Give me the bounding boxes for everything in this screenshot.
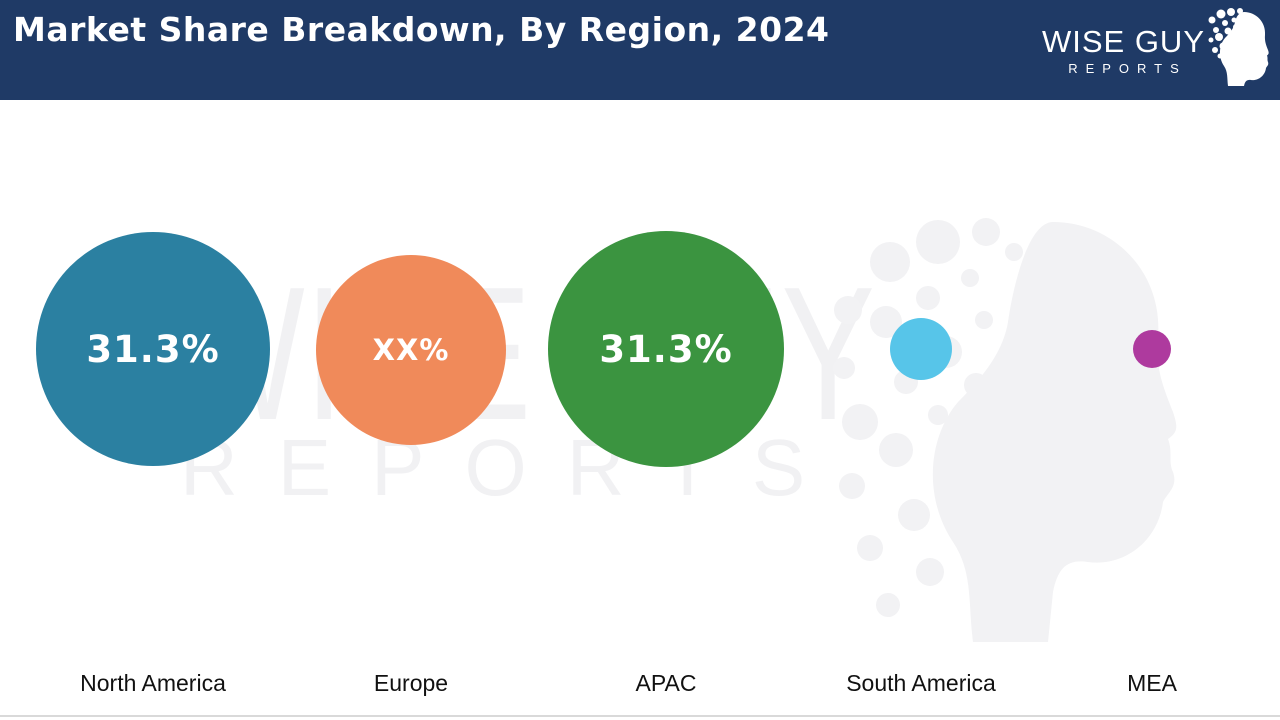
bubble-value-label: 31.3% [86, 327, 220, 371]
bubble-value-label: 31.3% [599, 327, 733, 371]
brand-logo: WISE GUY REPORTS [1042, 5, 1270, 95]
bubble-layer: 31.3% XX% 31.3% [0, 100, 1280, 720]
region-label-apac: APAC [635, 670, 697, 696]
header-bar: Market Share Breakdown, By Region, 2024 … [0, 0, 1280, 100]
region-label-north-america: North America [80, 670, 226, 696]
bubble-north-america: 31.3% [36, 232, 270, 466]
brand-head-icon [1206, 6, 1270, 94]
watermark-head-icon [818, 200, 1188, 674]
region-label-mea: MEA [1127, 670, 1177, 696]
brand-subtitle: REPORTS [1068, 61, 1187, 76]
bottom-divider [0, 715, 1280, 717]
bubble-apac: 31.3% [548, 231, 784, 467]
bubble-south-america [890, 318, 952, 380]
page-title: Market Share Breakdown, By Region, 2024 [13, 10, 830, 49]
region-label-europe: Europe [373, 670, 449, 696]
bubble-value-label: XX% [372, 333, 450, 367]
bubble-europe: XX% [316, 255, 506, 445]
bubble-mea [1133, 330, 1171, 368]
chart-canvas: WISE GUY REPORTS 31.3% XX% 31.3% North Ame… [0, 100, 1280, 720]
brand-logo-text: WISE GUY REPORTS [1042, 24, 1205, 76]
region-label-south-america: South America [846, 670, 996, 696]
brand-name: WISE GUY [1041, 24, 1205, 59]
